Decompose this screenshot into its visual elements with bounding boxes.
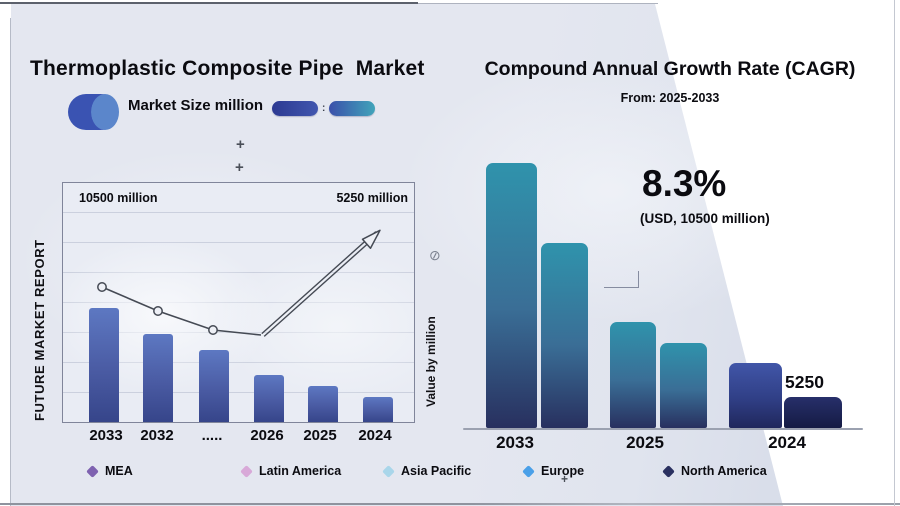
frame-right-line xyxy=(894,0,895,506)
ratio-pills: : xyxy=(272,101,376,116)
x-axis-label: 2026 xyxy=(250,427,284,444)
market-size-label: Market Size million xyxy=(128,97,264,114)
x-axis-label: 2025 xyxy=(303,427,337,444)
cagr-subtitle: From: 2025-2033 xyxy=(620,91,720,105)
ratio-pill-left xyxy=(272,101,318,116)
market-size-bar xyxy=(254,375,284,422)
legend-label: MEA xyxy=(105,464,133,478)
market-size-bar xyxy=(89,308,119,422)
legend-item: Europe xyxy=(522,464,585,478)
legend-label: North America xyxy=(681,464,767,478)
frame-top-line-light xyxy=(418,3,658,4)
cagr-detail: (USD, 10500 million) xyxy=(640,211,770,226)
legend-item: Latin America xyxy=(240,464,342,478)
legend-item: MEA xyxy=(86,464,133,478)
frame-bottom-line xyxy=(0,503,900,505)
annotation-right-value: 5250 million xyxy=(336,191,408,205)
plus-decoration: + xyxy=(236,136,245,153)
cagr-bar xyxy=(486,163,537,428)
legend-diamond-icon xyxy=(86,464,99,478)
page-title: Thermoplastic Composite Pipe Market xyxy=(30,57,425,80)
market-size-bar xyxy=(308,386,338,422)
x-axis-label: 2032 xyxy=(140,427,174,444)
frame-top-line xyxy=(0,2,418,4)
market-size-bar xyxy=(143,334,173,422)
legend-diamond-icon xyxy=(662,464,675,478)
x-axis-label: 2024 xyxy=(768,433,806,452)
cagr-bar xyxy=(541,243,588,428)
plus-decoration: + xyxy=(235,159,244,176)
plus-decoration: + xyxy=(561,472,569,486)
market-size-bar xyxy=(199,350,229,422)
legend-label: Europe xyxy=(541,464,585,478)
x-axis-label: 2025 xyxy=(626,433,664,452)
bar-value-annotation: 5250 xyxy=(785,372,824,392)
x-axis-label: 2033 xyxy=(89,427,123,444)
cagr-bar xyxy=(610,322,656,428)
x-axis-line xyxy=(463,428,863,430)
x-axis-label: 2033 xyxy=(496,433,534,452)
region-legend: MEA Latin America Asia Pacific Europe North … xyxy=(0,464,900,486)
watermark-vertical-text: FUTURE MARKET REPORT xyxy=(32,239,47,421)
market-size-chart: 10500 million 5250 million xyxy=(62,182,415,423)
trend-line-overlay xyxy=(97,229,381,337)
cagr-value: 8.3% xyxy=(642,163,727,204)
cagr-bar xyxy=(660,343,707,428)
annotation-left-value: 10500 million xyxy=(79,191,158,205)
cagr-title: Compound Annual Growth Rate (CAGR) xyxy=(484,58,856,80)
frame-left-line xyxy=(10,18,11,506)
legend-item: Asia Pacific xyxy=(382,464,472,478)
legend-item: North America xyxy=(662,464,767,478)
ratio-separator: : xyxy=(322,103,326,114)
corner-bracket-decoration xyxy=(604,271,639,288)
x-axis-label: ..... xyxy=(201,427,223,444)
legend-diamond-icon xyxy=(382,464,395,478)
legend-label: Latin America xyxy=(259,464,342,478)
market-size-bar xyxy=(363,397,393,422)
value-axis-label: Value by million xyxy=(424,316,438,407)
legend-diamond-icon xyxy=(240,464,253,478)
legend-diamond-icon xyxy=(522,464,535,478)
cagr-bar xyxy=(784,397,842,428)
x-axis-label: 2024 xyxy=(358,427,392,444)
legend-label: Asia Pacific xyxy=(401,464,472,478)
cagr-bar-chart: 5250 xyxy=(455,150,880,430)
ratio-pill-right xyxy=(329,101,376,116)
cylinder-icon xyxy=(66,92,122,137)
cagr-bar xyxy=(729,363,782,428)
